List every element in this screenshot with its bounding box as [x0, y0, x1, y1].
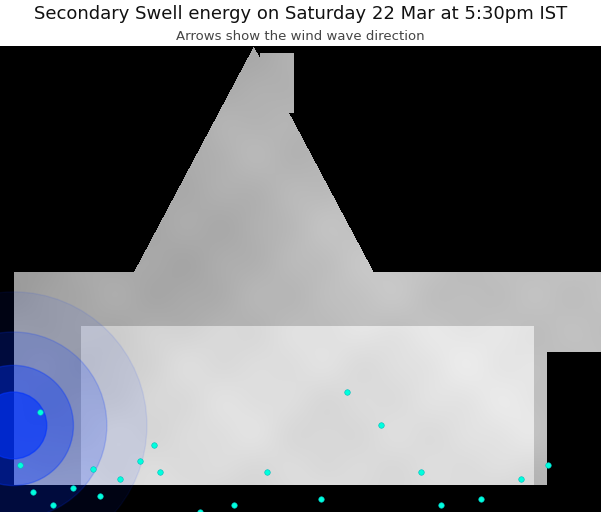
Circle shape	[0, 392, 47, 459]
Circle shape	[0, 332, 107, 512]
Circle shape	[0, 366, 73, 485]
Text: Arrows show the wind wave direction: Arrows show the wind wave direction	[176, 30, 425, 42]
Circle shape	[0, 292, 147, 512]
Text: Secondary Swell energy on Saturday 22 Mar at 5:30pm IST: Secondary Swell energy on Saturday 22 Ma…	[34, 5, 567, 23]
